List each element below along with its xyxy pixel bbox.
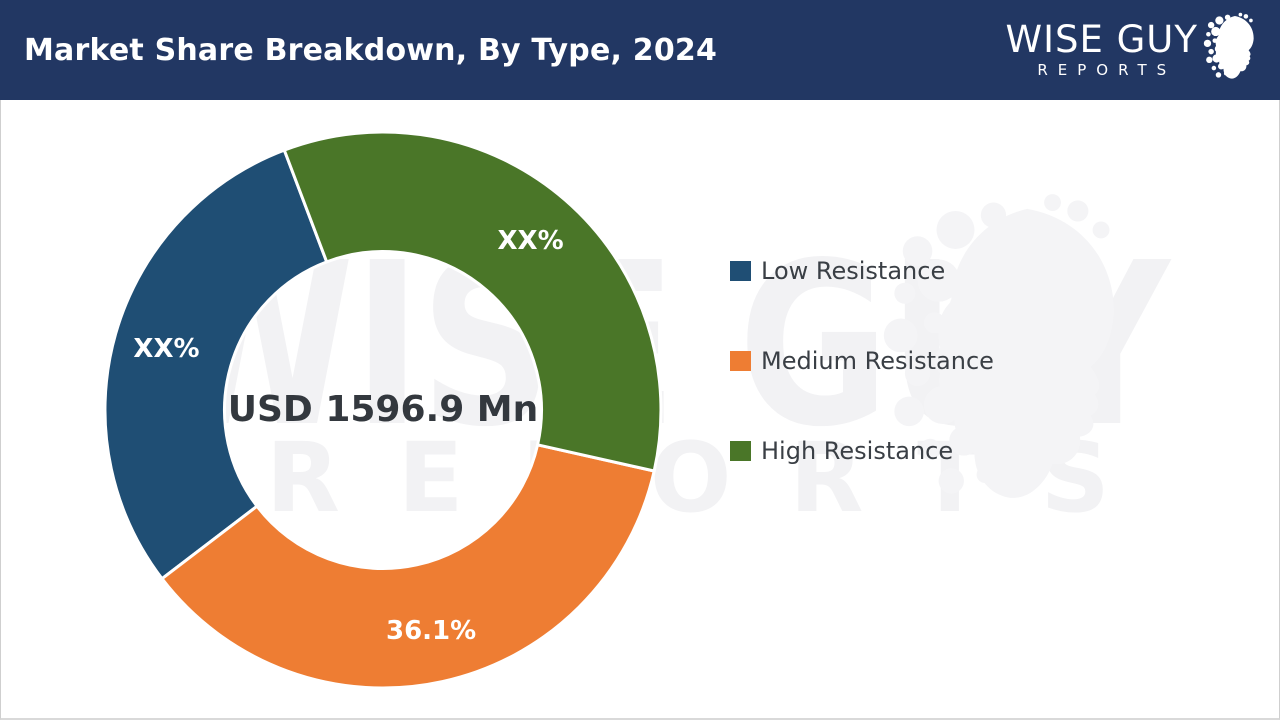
chart-center-value: USD 1596.9 Mn [228,389,538,430]
logo-subtitle: REPORTS [1037,60,1177,79]
legend-swatch-medium-resistance-icon [730,350,751,371]
page-title: Market Share Breakdown, By Type, 2024 [24,32,718,68]
legend-label: Medium Resistance [761,346,994,375]
slice-value-label: XX% [133,334,199,364]
logo-face-icon [1203,12,1254,79]
legend: Low Resistance Medium Resistance High Re… [730,256,994,465]
legend-label: Low Resistance [761,256,946,285]
legend-label: High Resistance [761,436,954,465]
legend-item-medium-resistance: Medium Resistance [730,346,994,375]
logo-text: WISE GUY REPORTS [1005,18,1198,79]
pie-slice-low-resistance [103,148,329,581]
pie-slice-high-resistance [282,130,663,473]
legend-item-low-resistance: Low Resistance [730,256,994,285]
logo-wordmark: WISE GUY [1005,18,1198,62]
legend-swatch-high-resistance-icon [730,440,751,461]
legend-swatch-low-resistance-icon [730,260,751,281]
header-bar: Market Share Breakdown, By Type, 2024 WI… [0,0,1280,100]
legend-item-high-resistance: High Resistance [730,436,994,465]
wise-guy-reports-logo: WISE GUY REPORTS [1006,6,1266,94]
pie-slice-medium-resistance [160,443,656,690]
slice-value-label: XX% [498,226,564,256]
slice-value-label: 36.1% [386,616,476,646]
donut-chart: XX% 36.1% XX% USD 1596.9 Mn [103,130,663,690]
chart-canvas: WISE GUY REPORTS XX% 36.1% XX% USD 1596.9 M… [0,100,1280,720]
